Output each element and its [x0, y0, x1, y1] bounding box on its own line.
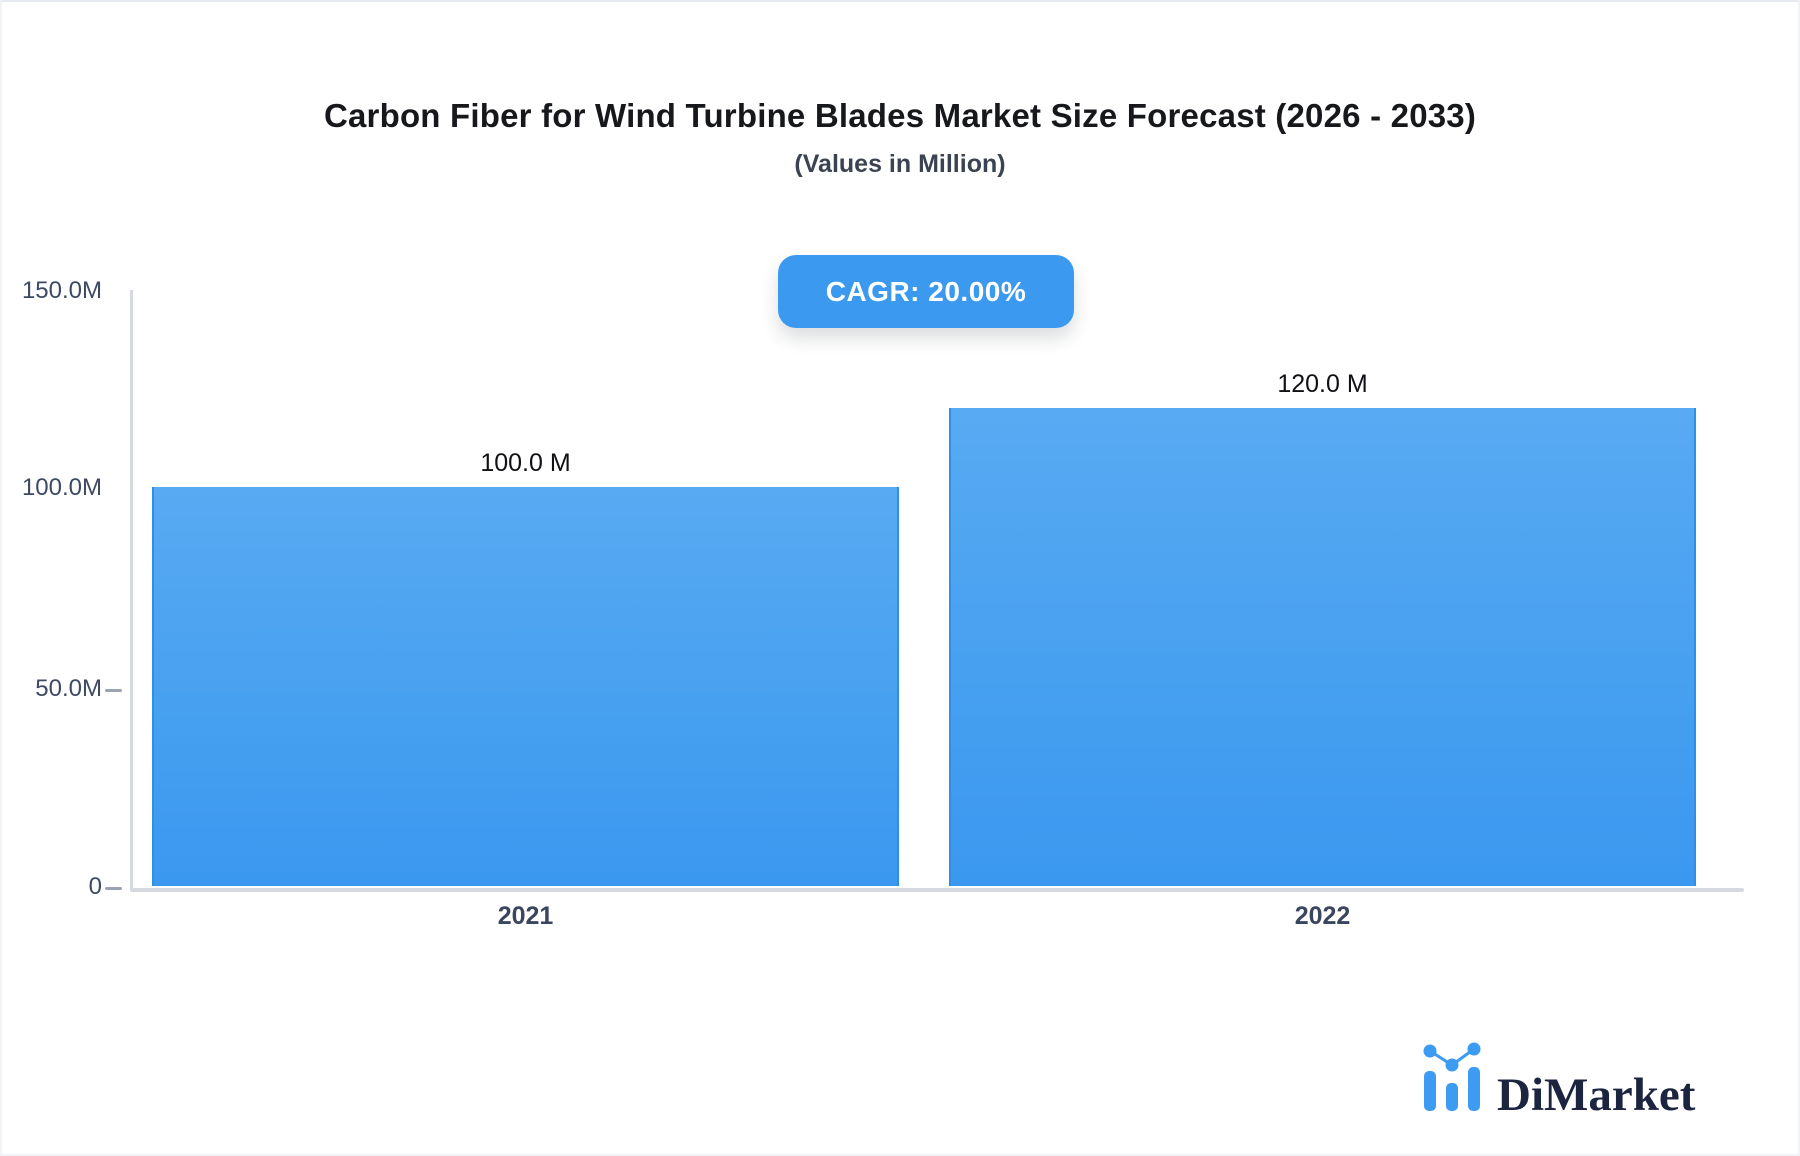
y-axis-tick-50m — [105, 689, 122, 692]
y-axis-tick-0 — [105, 887, 122, 890]
chart-subtitle: (Values in Million) — [794, 150, 1006, 178]
x-axis-line — [130, 888, 1744, 892]
cagr-badge: CAGR: 20.00% — [778, 255, 1074, 328]
dimarket-logo: DiMarket — [1422, 1041, 1696, 1121]
bar-value-label: 120.0 M — [1277, 370, 1368, 398]
chart-title: Carbon Fiber for Wind Turbine Blades Mar… — [323, 97, 1477, 134]
y-axis-label-100m: 100.0M — [21, 474, 102, 501]
bar-2021: 100.0 M 2021 — [152, 449, 899, 930]
y-axis-label-50m: 50.0M — [35, 675, 102, 702]
x-axis-label-2022: 2022 — [1294, 902, 1351, 930]
bar-2022: 120.0 M 2022 — [949, 370, 1696, 930]
y-axis-line — [130, 290, 133, 890]
y-axis-label-150m: 150.0M — [21, 277, 102, 304]
y-axis-label-0: 0 — [88, 873, 102, 900]
bar-line-chart-icon — [1422, 1041, 1484, 1116]
bar-value-label: 100.0 M — [480, 449, 571, 477]
x-axis-label-2021: 2021 — [497, 902, 554, 930]
logo-text: DiMarket — [1497, 1069, 1696, 1121]
